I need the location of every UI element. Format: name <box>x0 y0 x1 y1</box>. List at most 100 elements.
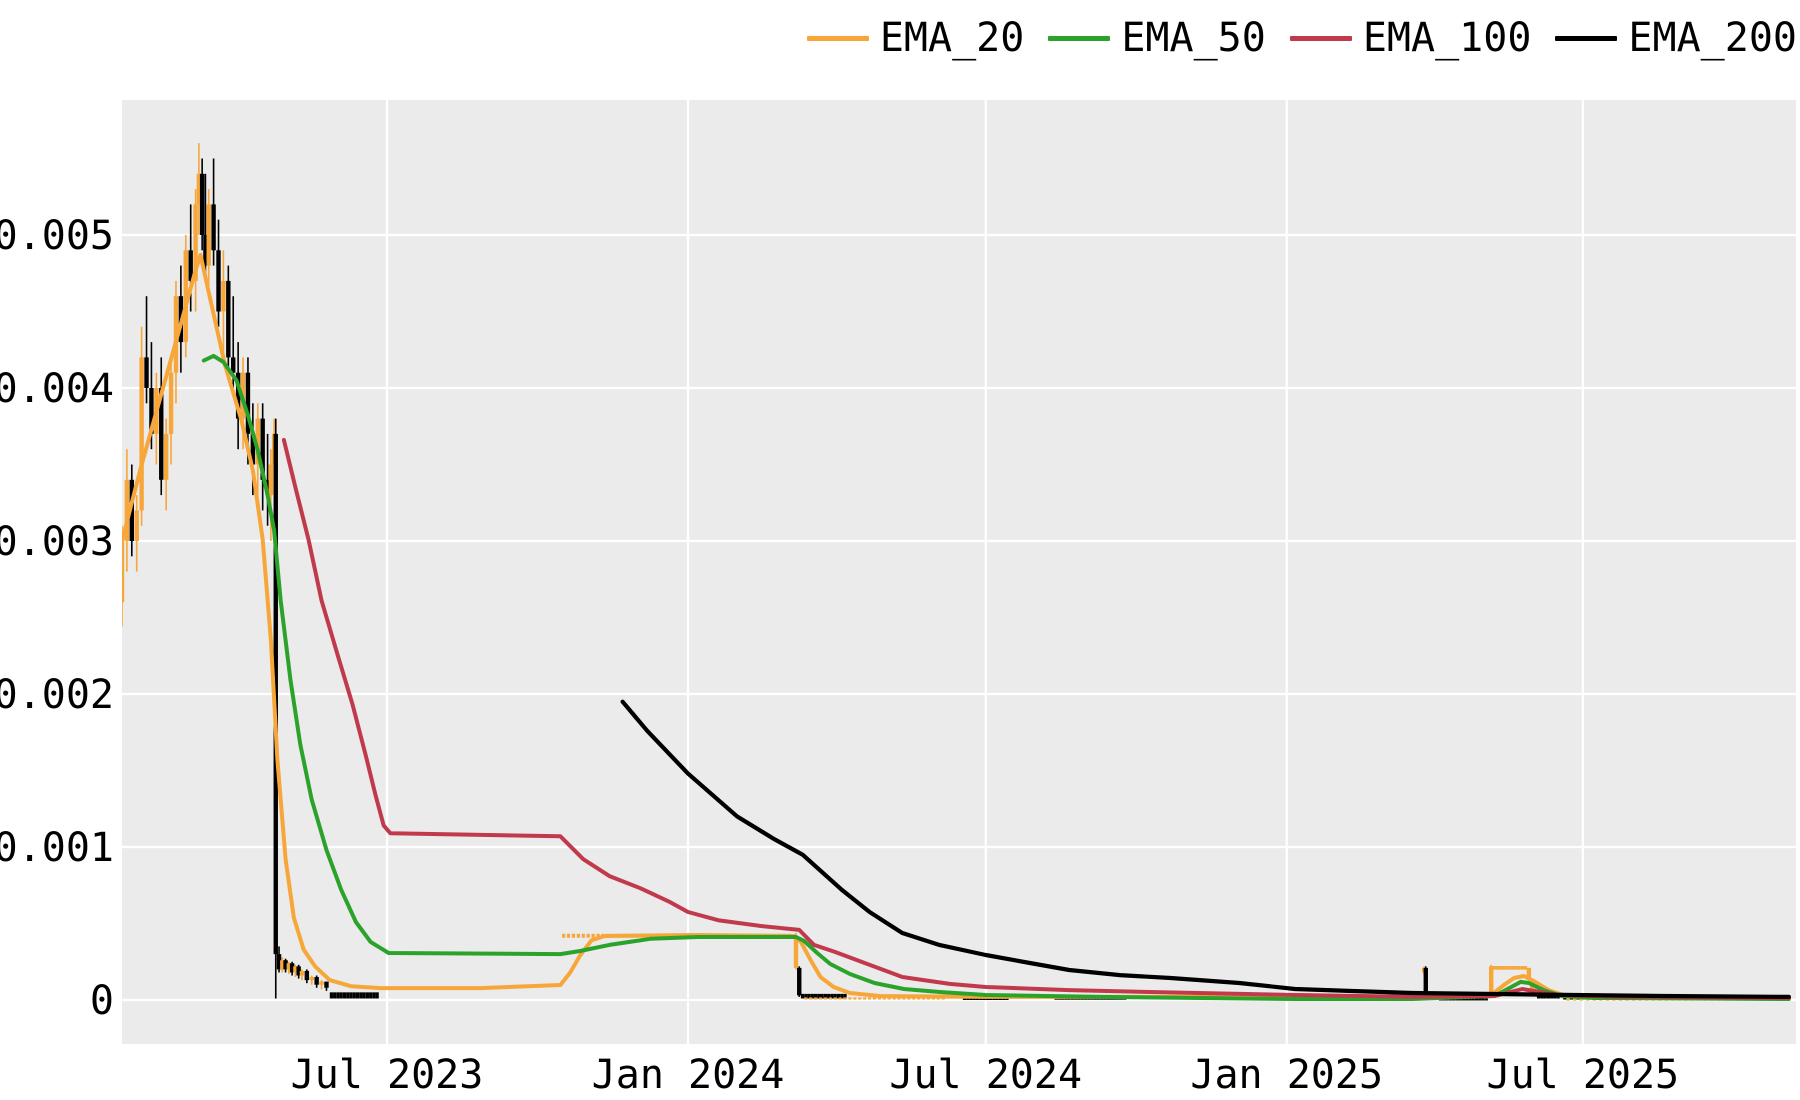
candle-body <box>1423 967 1428 993</box>
y-tick-label: 0.002 <box>0 672 114 718</box>
candle-body <box>793 935 799 968</box>
candle-body <box>1489 966 1494 997</box>
micro-candle <box>887 997 891 1000</box>
micro-candle <box>830 993 834 999</box>
candle-body <box>188 250 193 281</box>
micro-candle <box>571 933 576 938</box>
micro-candle <box>817 993 821 999</box>
candle-body <box>216 250 221 312</box>
micro-candle <box>342 992 347 999</box>
micro-candle <box>1540 995 1544 999</box>
ema-200-line-swatch <box>1555 35 1618 41</box>
micro-candle <box>853 997 857 1000</box>
micro-candle <box>828 997 832 1000</box>
micro-candle <box>807 993 811 999</box>
candle-body <box>304 970 310 981</box>
micro-candle <box>1497 966 1501 970</box>
micro-candle <box>1474 998 1479 1001</box>
micro-candle <box>818 997 823 1000</box>
grid-layer <box>122 100 1796 1044</box>
micro-candle <box>362 992 366 999</box>
micro-candle <box>907 997 911 1000</box>
legend-item-ema-200: EMA_200 <box>1555 12 1797 64</box>
micro-candle <box>581 933 585 938</box>
candle-body <box>324 981 329 988</box>
ema-100-line-swatch <box>1289 35 1352 41</box>
candle-body <box>268 464 274 496</box>
y-tick-label: 0.004 <box>0 366 114 412</box>
micro-candle <box>576 933 580 938</box>
micro-candle <box>931 997 935 1000</box>
micro-candle <box>562 933 566 938</box>
y-tick-label: 0.003 <box>0 519 114 565</box>
micro-candle <box>1504 966 1508 970</box>
candle-body <box>296 966 301 976</box>
candle-body <box>168 372 174 434</box>
candle-body <box>122 541 125 603</box>
candle-body <box>299 970 305 976</box>
candle-body <box>255 418 260 465</box>
candle-body <box>280 960 285 970</box>
candle-body <box>276 954 282 970</box>
micro-candle <box>1501 966 1505 970</box>
micro-candle <box>1520 966 1524 970</box>
micro-candle <box>1563 997 1567 1000</box>
legend-label: EMA_50 <box>1121 15 1266 61</box>
ema-200-line <box>620 699 1792 1000</box>
micro-candle <box>1573 998 1577 1001</box>
legend: EMA_20 EMA_50 EMA_100 EMA_200 <box>806 12 1797 64</box>
micro-candle <box>1553 995 1557 999</box>
legend-label: EMA_20 <box>879 15 1025 61</box>
micro-candle <box>1471 998 1475 1001</box>
micro-candle <box>820 993 824 999</box>
candle-body <box>289 963 295 973</box>
micro-candle <box>800 993 805 999</box>
micro-candle <box>843 993 847 999</box>
micro-candle <box>375 992 379 999</box>
legend-label: EMA_200 <box>1628 15 1797 61</box>
micro-candle <box>897 997 901 1000</box>
candle-body <box>211 204 216 251</box>
micro-candle <box>804 997 808 1000</box>
micro-candle <box>867 997 872 1000</box>
legend-label: EMA_100 <box>1362 15 1532 61</box>
micro-candle <box>333 992 337 999</box>
y-tick-label: 0 <box>90 978 114 1024</box>
candle-body <box>199 173 205 235</box>
candle-body <box>144 357 149 388</box>
micro-candle <box>823 997 828 1000</box>
micro-candle <box>1523 966 1528 970</box>
micro-candle <box>1494 966 1498 970</box>
x-tick-label: Jan 2025 <box>1190 1052 1383 1098</box>
micro-candle <box>1579 998 1583 1001</box>
micro-candle <box>1458 998 1462 1001</box>
micro-candle <box>810 993 814 999</box>
y-tick-label: 0.005 <box>0 213 114 259</box>
micro-candle <box>369 992 373 999</box>
micro-candle <box>365 992 369 999</box>
micro-candle <box>858 997 862 1000</box>
candle-body <box>226 280 231 358</box>
x-tick-label: Jan 2024 <box>592 1052 785 1098</box>
candle-body <box>245 372 251 434</box>
micro-candle <box>586 933 590 938</box>
micro-candle <box>1507 966 1511 970</box>
x-tick-labels: Jul 2023 Jan 2024 Jul 2024 Jan 2025 Jul 2025 <box>291 1052 1679 1098</box>
micro-candle <box>1455 998 1459 1001</box>
y-tick-label: 0.001 <box>0 825 114 871</box>
candle-body <box>139 357 144 511</box>
ema-20-line-swatch <box>806 35 869 41</box>
micro-candle <box>840 993 844 999</box>
candle-body <box>235 372 241 419</box>
plot-background <box>122 100 1796 1044</box>
micro-candle <box>1491 966 1495 970</box>
candle-body <box>134 510 139 541</box>
candle-body <box>159 388 164 480</box>
candle-body <box>283 960 288 970</box>
micro-candle <box>838 997 842 1000</box>
candle-body <box>149 388 154 434</box>
micro-candle <box>591 933 595 938</box>
micro-candle <box>872 997 877 1000</box>
